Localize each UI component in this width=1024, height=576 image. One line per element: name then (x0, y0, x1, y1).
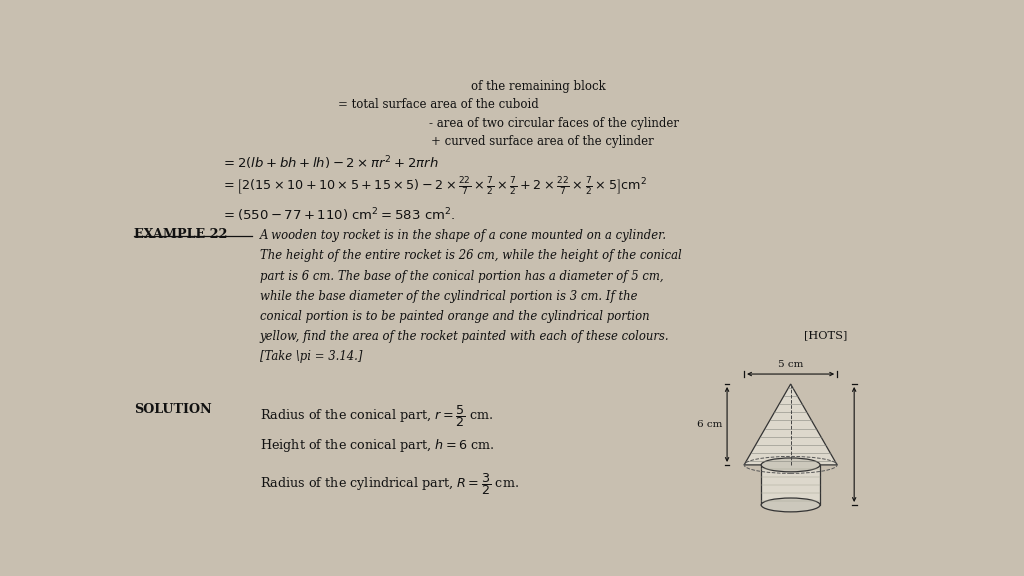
Text: Radius of the conical part, $r = \dfrac{5}{2}$ cm.: Radius of the conical part, $r = \dfrac{… (260, 403, 494, 429)
Text: while the base diameter of the cylindrical portion is 3 cm. If the: while the base diameter of the cylindric… (260, 290, 637, 303)
Text: A wooden toy rocket is in the shape of a cone mounted on a cylinder.: A wooden toy rocket is in the shape of a… (260, 229, 667, 242)
Text: + curved surface area of the cylinder: + curved surface area of the cylinder (431, 135, 654, 149)
Text: conical portion is to be painted orange and the cylindrical portion: conical portion is to be painted orange … (260, 310, 649, 323)
Text: $= \left[2(15\times10+10\times5+15\times5)-2\times\frac{22}{7}\times\frac{7}{2}\: $= \left[2(15\times10+10\times5+15\times… (221, 175, 647, 198)
Text: $= (550 - 77 + 110)\ \mathrm{cm^2} = 583\ \mathrm{cm^2}.$: $= (550 - 77 + 110)\ \mathrm{cm^2} = 583… (221, 206, 456, 224)
Text: yellow, find the area of the rocket painted with each of these colours.: yellow, find the area of the rocket pain… (260, 330, 670, 343)
Text: = total surface area of the cuboid: = total surface area of the cuboid (338, 98, 539, 111)
Text: of the remaining block: of the remaining block (471, 80, 606, 93)
Polygon shape (744, 384, 838, 465)
Polygon shape (761, 465, 820, 505)
Text: [HOTS]: [HOTS] (804, 330, 847, 340)
Ellipse shape (761, 458, 820, 472)
Text: part is 6 cm. The base of the conical portion has a diameter of 5 cm,: part is 6 cm. The base of the conical po… (260, 270, 664, 283)
Ellipse shape (761, 498, 820, 512)
Text: The height of the entire rocket is 26 cm, while the height of the conical: The height of the entire rocket is 26 cm… (260, 249, 682, 263)
Text: Radius of the cylindrical part, $R = \dfrac{3}{2}$ cm.: Radius of the cylindrical part, $R = \df… (260, 471, 519, 497)
Text: Height of the conical part, $h = 6$ cm.: Height of the conical part, $h = 6$ cm. (260, 437, 495, 454)
Text: SOLUTION: SOLUTION (134, 403, 212, 416)
Text: $= 2(lb + bh + lh) - 2 \times \pi r^2 + 2\pi rh$: $= 2(lb + bh + lh) - 2 \times \pi r^2 + … (221, 154, 438, 172)
Text: EXAMPLE 22: EXAMPLE 22 (134, 228, 227, 241)
Text: 6 cm: 6 cm (697, 420, 723, 429)
Text: [Take \pi = 3.14.]: [Take \pi = 3.14.] (260, 350, 362, 363)
Text: - area of two circular faces of the cylinder: - area of two circular faces of the cyli… (429, 117, 679, 130)
Text: 5 cm: 5 cm (778, 359, 803, 369)
